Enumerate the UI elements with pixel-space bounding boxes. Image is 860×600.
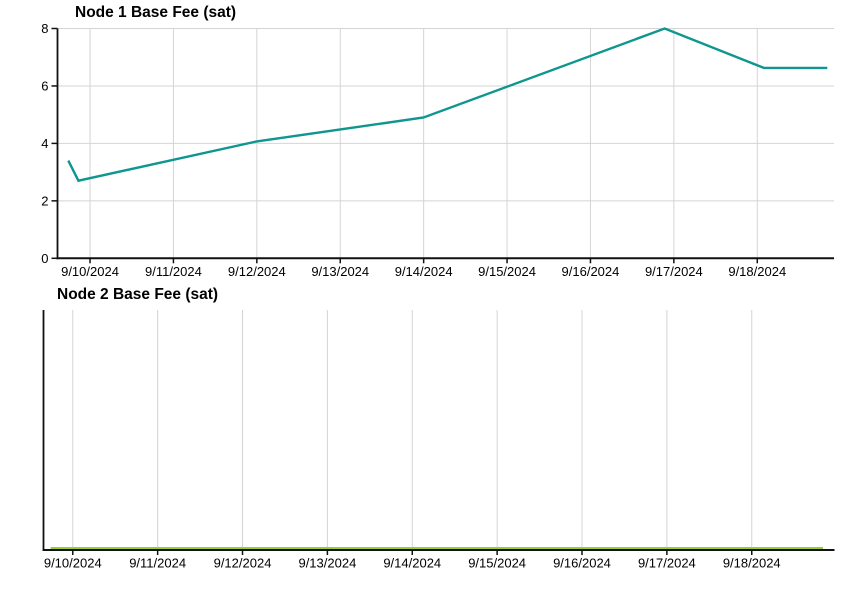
x-tick-label: 9/15/2024 — [468, 556, 526, 571]
x-tick-label: 9/12/2024 — [214, 556, 272, 571]
x-tick-label: 9/10/2024 — [44, 556, 102, 571]
x-tick-label: 9/13/2024 — [311, 264, 369, 279]
x-tick-label: 9/16/2024 — [562, 264, 620, 279]
x-tick-label: 9/14/2024 — [395, 264, 453, 279]
x-tick-label: 9/18/2024 — [723, 556, 781, 571]
y-tick-label: 6 — [41, 78, 48, 93]
y-tick-label: 4 — [41, 136, 48, 151]
series-line-1 — [67, 27, 828, 183]
x-tick-label: 9/17/2024 — [645, 264, 703, 279]
chart-title-node2: Node 2 Base Fee (sat) — [57, 286, 219, 303]
x-tick-label: 9/11/2024 — [129, 556, 186, 571]
x-tick-label: 9/17/2024 — [638, 556, 696, 571]
x-tick-label: 9/11/2024 — [145, 264, 202, 279]
y-tick-label: 2 — [41, 193, 48, 208]
y-tick-label: 8 — [41, 21, 48, 36]
x-tick-label: 9/16/2024 — [553, 556, 611, 571]
x-tick-label: 9/10/2024 — [61, 264, 119, 279]
x-tick-label: 9/15/2024 — [478, 264, 536, 279]
chart-title-node1: Node 1 Base Fee (sat) — [75, 4, 237, 21]
x-tick-label: 9/12/2024 — [228, 264, 286, 279]
x-tick-label: 9/14/2024 — [383, 556, 441, 571]
y-tick-label: 0 — [41, 251, 48, 266]
x-tick-label: 9/18/2024 — [728, 264, 786, 279]
x-tick-label: 9/13/2024 — [298, 556, 356, 571]
